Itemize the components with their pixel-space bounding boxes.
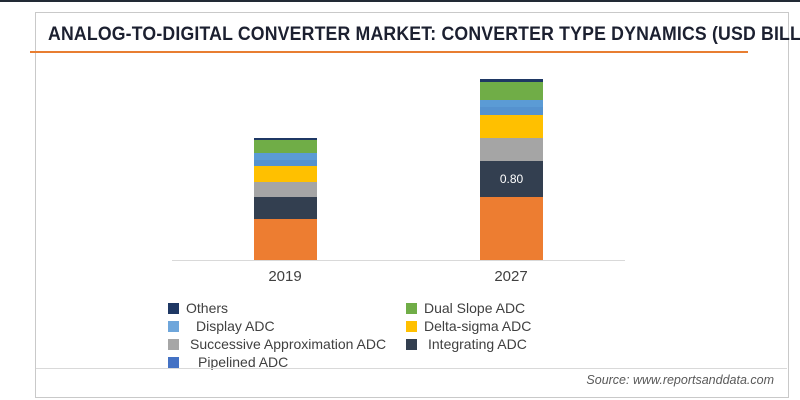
legend-item-successive-approximation-adc: Successive Approximation ADC [168,335,406,353]
segment-display-adc-2027 [480,99,543,107]
legend-label-dual-slope-adc: Dual Slope ADC [424,300,526,316]
legend-swatch-pipelined-adc [168,356,179,368]
x-tick-2027: 2027 [494,268,528,285]
segment-dual-slope-adc-2027 [480,81,543,100]
legend-swatch-others [168,302,179,314]
footer-divider-line [36,368,787,369]
segment-integrating-adc-2019 [254,196,317,220]
segment-delta-sigma-adc-2027 [480,114,543,139]
legend-item-others: Others [168,299,406,317]
legend-swatch-display-adc [168,320,179,332]
segment-others-2019 [254,137,317,140]
legend-label-pipelined-adc: Pipelined ADC [198,354,289,370]
segment-unlabeled-orange-no-legend-entry-2019 [254,219,317,260]
legend-item-pipelined-adc: Pipelined ADC [168,353,406,371]
segment-pipelined-adc-2027 [480,106,543,115]
legend-label-others: Others [186,300,229,316]
legend-swatch-delta-sigma-adc [406,320,417,332]
legend-swatch-integrating-adc [406,338,417,350]
legend-label-display-adc: Display ADC [196,318,275,334]
stacked-bar-2019 [254,137,317,260]
segment-successive-approximation-adc-2019 [254,182,317,197]
source-attribution: Source: www.reportsanddata.com [586,373,774,387]
legend-item-display-adc: Display ADC [168,317,406,335]
stacked-bar-2027: 0.80 [480,79,543,260]
top-accent-line [0,0,800,2]
segment-others-2027 [480,79,543,82]
segment-unlabeled-orange-no-legend-entry-2027 [480,196,543,260]
legend: Others Display ADC Successive Approximat… [168,299,598,371]
legend-label-integrating-adc: Integrating ADC [428,336,527,352]
legend-label-successive-approximation-adc: Successive Approximation ADC [190,336,387,352]
title-accent-underline [30,51,748,53]
segment-integrating-adc-2027: 0.80 [480,160,543,197]
segment-pipelined-adc-2019 [254,159,317,167]
legend-swatch-successive-approximation-adc [168,338,179,350]
x-axis-line [172,260,625,261]
x-tick-2019: 2019 [268,268,302,285]
legend-item-dual-slope-adc: Dual Slope ADC [406,299,586,317]
chart-border-frame [35,12,789,398]
legend-column-2: Dual Slope ADC Delta-sigma ADC Integrati… [406,299,586,371]
data-label-integrating-adc: 0.80 [499,171,524,186]
legend-item-integrating-adc: Integrating ADC [406,335,586,353]
segment-delta-sigma-adc-2019 [254,166,317,183]
legend-column-1: Others Display ADC Successive Approximat… [168,299,406,371]
legend-swatch-dual-slope-adc [406,302,417,314]
segment-successive-approximation-adc-2027 [480,138,543,161]
legend-item-delta-sigma-adc: Delta-sigma ADC [406,317,586,335]
chart-title: ANALOG-TO-DIGITAL CONVERTER MARKET: CONV… [48,24,800,45]
segment-display-adc-2019 [254,153,317,160]
legend-label-delta-sigma-adc: Delta-sigma ADC [424,318,532,334]
segment-dual-slope-adc-2019 [254,139,317,154]
